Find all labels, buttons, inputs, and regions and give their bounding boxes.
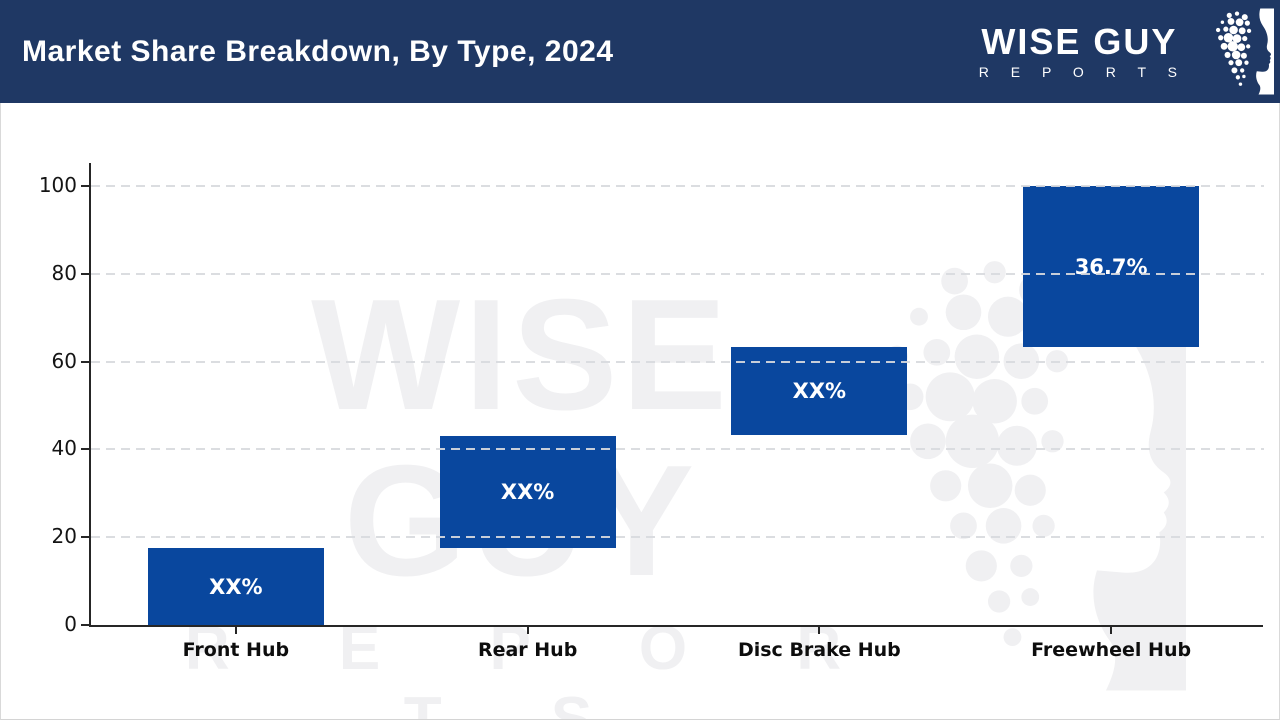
- chart-title: Market Share Breakdown, By Type, 2024: [22, 34, 614, 68]
- bar-freewheel-hub: 36.7%: [1023, 186, 1200, 348]
- y-tick-mark: [81, 272, 89, 275]
- chart-area: WISE GUY R E P O R T S: [0, 103, 1280, 720]
- gridline: [91, 360, 1264, 363]
- brand-logo: WISE GUY R E P O R T S: [973, 0, 1274, 103]
- header-bar: Market Share Breakdown, By Type, 2024 WI…: [0, 0, 1280, 103]
- y-tick-mark: [81, 536, 89, 539]
- bar-front-hub: XX%: [147, 548, 324, 625]
- y-tick-label: 80: [51, 260, 77, 285]
- y-tick-label: 20: [51, 524, 77, 549]
- gridline: [91, 448, 1264, 451]
- y-axis-spine: [89, 163, 91, 627]
- x-tick-mark: [234, 626, 237, 634]
- bar-rear-hub: XX%: [439, 436, 616, 549]
- y-tick-label: 100: [38, 173, 77, 197]
- x-category-label: Freewheel Hub: [1031, 639, 1192, 661]
- y-tick-label: 60: [51, 348, 77, 373]
- dotted-head-profile-icon: [1188, 0, 1274, 103]
- y-tick-label: 0: [64, 612, 77, 636]
- gridline: [91, 536, 1264, 539]
- x-category-label: Rear Hub: [477, 639, 578, 661]
- brand-logo-text: WISE GUY R E P O R T S: [973, 20, 1186, 80]
- bar-disc-brake-hub: XX%: [731, 347, 908, 435]
- x-category-label: Disc Brake Hub: [737, 639, 901, 661]
- y-tick-mark: [81, 448, 89, 451]
- x-axis-spine: [89, 625, 1263, 627]
- bar-value-label: XX%: [500, 480, 555, 505]
- x-tick-mark: [1110, 626, 1113, 634]
- x-category-label: Front Hub: [182, 639, 290, 661]
- brand-subname: R E P O R T S: [978, 63, 1186, 80]
- bar-value-label: 36.7%: [1074, 254, 1148, 279]
- brand-name: WISE GUY: [981, 20, 1178, 62]
- y-tick-mark: [81, 360, 89, 363]
- x-tick-mark: [526, 626, 529, 634]
- bar-value-label: XX%: [209, 574, 263, 599]
- y-tick-mark: [81, 185, 89, 187]
- y-tick-mark: [81, 624, 89, 626]
- y-tick-label: 40: [51, 436, 77, 461]
- x-tick-mark: [818, 626, 821, 634]
- bar-value-label: XX%: [792, 379, 847, 403]
